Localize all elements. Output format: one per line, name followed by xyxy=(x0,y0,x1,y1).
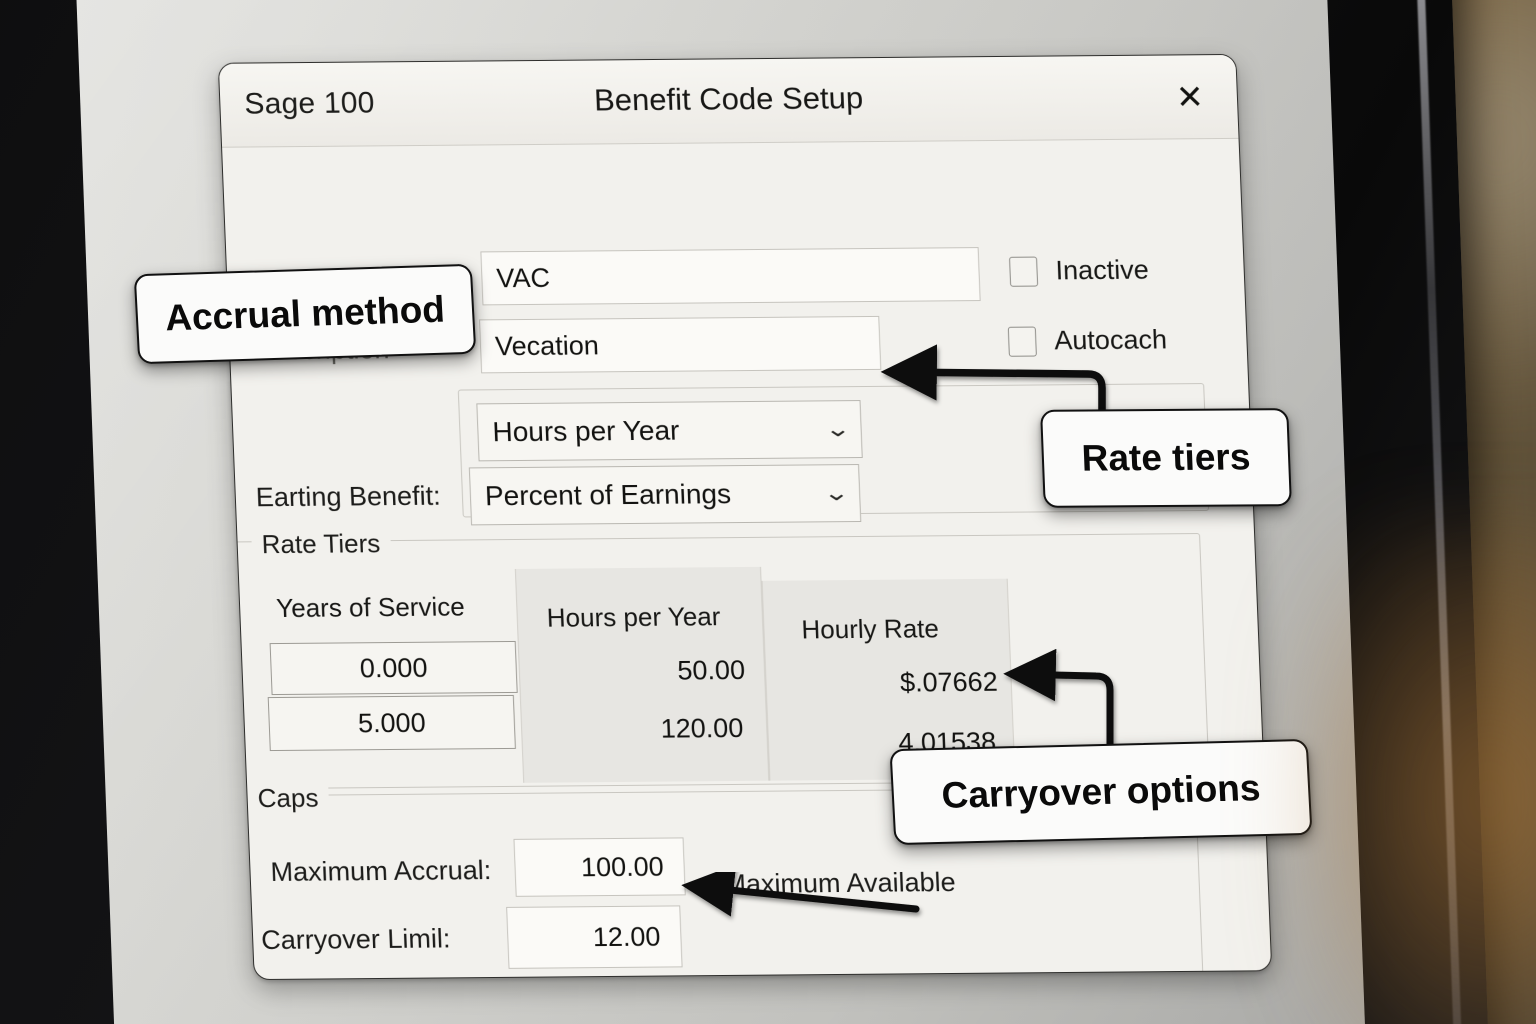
arrow-to-carryover-limit xyxy=(681,864,920,917)
arrow-to-hourly-rate-row2 xyxy=(1003,648,1114,749)
arrow-to-accrual-select xyxy=(880,344,1106,434)
callout-rate-tiers: Rate tiers xyxy=(1040,408,1292,508)
callout-accrual-method: Accrual method xyxy=(133,263,477,365)
callout-carryover-options: Carryover options xyxy=(889,738,1313,846)
